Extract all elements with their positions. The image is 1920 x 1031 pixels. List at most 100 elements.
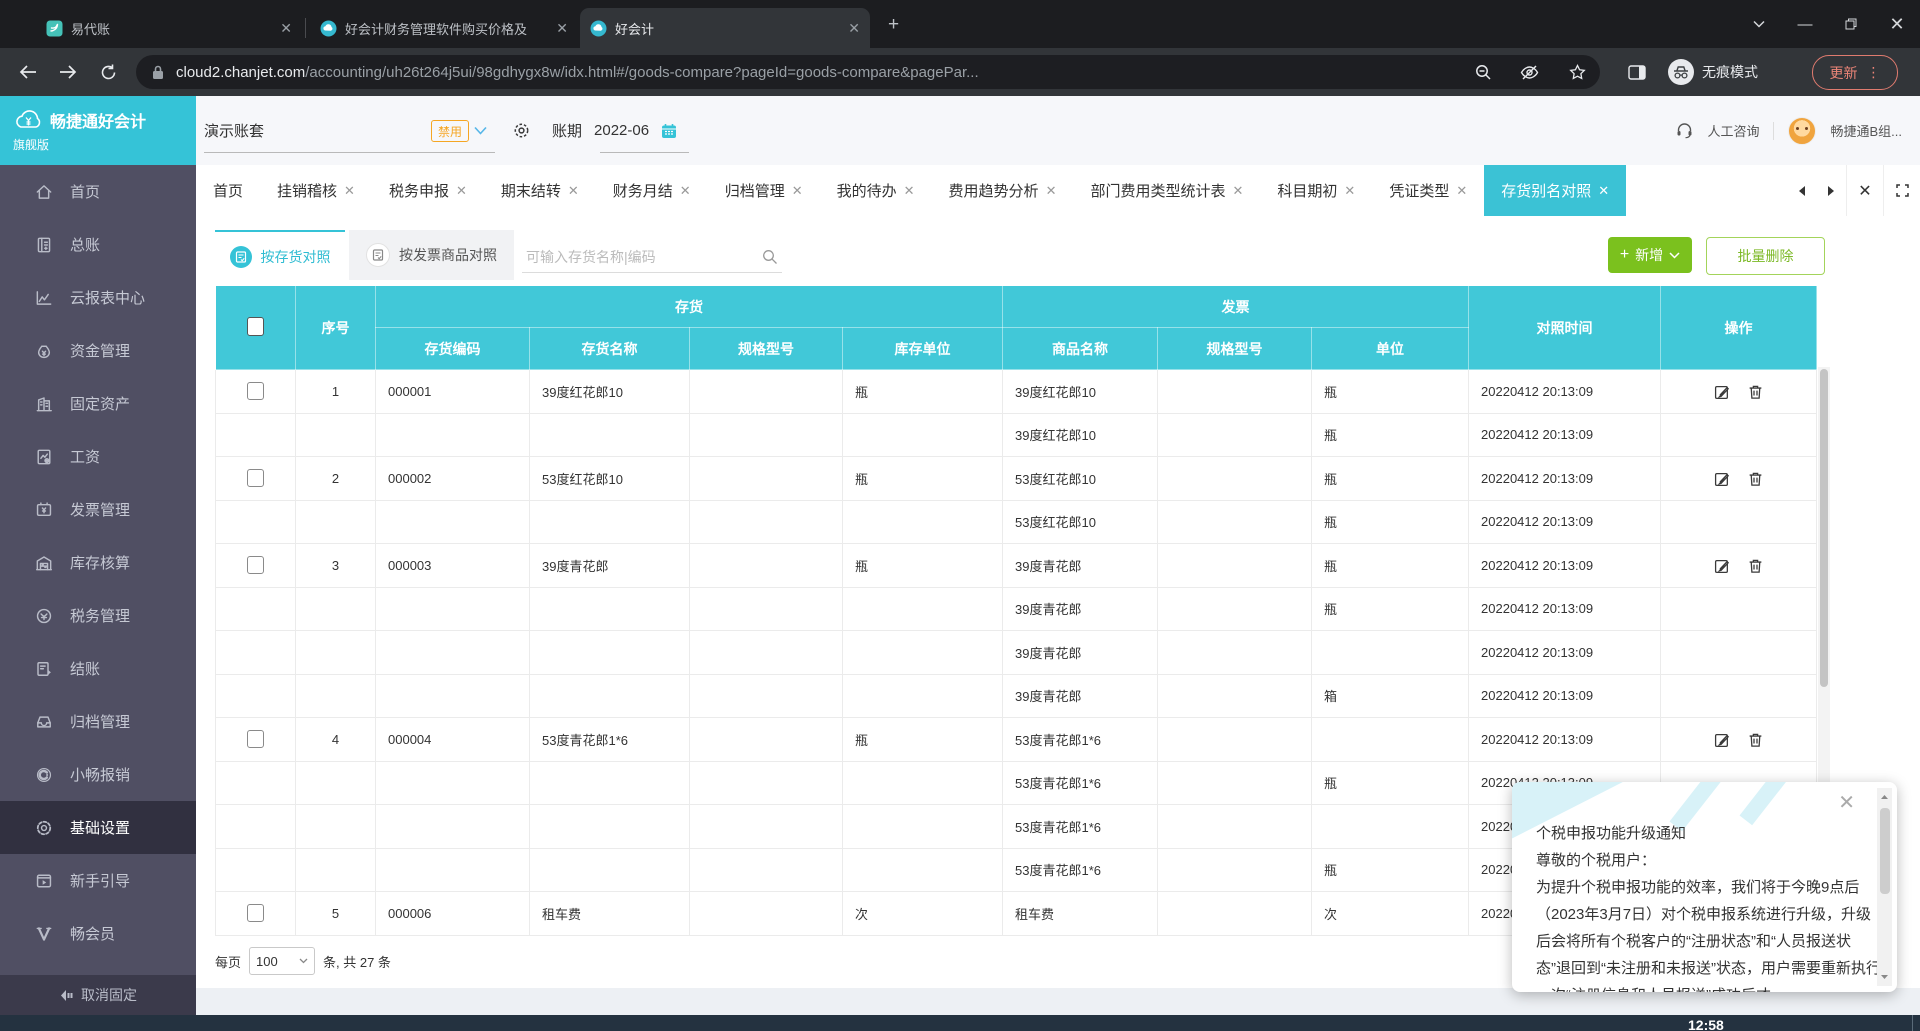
workspace-tab-close-icon[interactable]: ✕: [1598, 182, 1610, 198]
popup-scroll-thumb[interactable]: [1879, 808, 1890, 894]
select-all-checkbox[interactable]: [247, 316, 264, 336]
delete-icon[interactable]: [1748, 732, 1763, 748]
address-bar[interactable]: cloud2.chanjet.com/accounting/uh26t264j5…: [136, 55, 1600, 89]
popup-close-icon[interactable]: ✕: [1838, 792, 1855, 814]
delete-icon[interactable]: [1748, 471, 1763, 487]
fullscreen-icon[interactable]: [1883, 165, 1920, 216]
sidebar-item-invoice[interactable]: 发票管理: [0, 483, 196, 536]
forward-icon[interactable]: [54, 58, 82, 86]
edit-icon[interactable]: [1714, 732, 1730, 748]
edit-icon[interactable]: [1714, 471, 1730, 487]
sidebar-item-salary[interactable]: 工资: [0, 430, 196, 483]
add-button[interactable]: + 新增: [1608, 237, 1692, 273]
view-tab-by-invoice-goods[interactable]: 按发票商品对照: [349, 230, 514, 280]
workspace-tab[interactable]: 凭证类型 ✕: [1372, 165, 1484, 216]
row-checkbox[interactable]: [247, 730, 264, 749]
edit-icon[interactable]: [1714, 384, 1730, 400]
invoice-compare-icon: [366, 243, 390, 267]
workspace-tab[interactable]: 科目期初 ✕: [1260, 165, 1372, 216]
batch-delete-button[interactable]: 批量删除: [1706, 237, 1825, 275]
browser-tab-active[interactable]: 好会计 ✕: [580, 8, 870, 48]
tab-scroll-right-icon[interactable]: [1816, 165, 1846, 216]
user-name[interactable]: 畅捷通B组...: [1830, 124, 1902, 139]
eye-off-icon[interactable]: [1514, 57, 1544, 87]
tab-close-icon[interactable]: ✕: [280, 20, 292, 36]
settings-gear-icon[interactable]: [512, 121, 531, 140]
sidebar-item-home[interactable]: 首页: [0, 165, 196, 218]
workspace-tab[interactable]: 部门费用类型统计表 ✕: [1073, 165, 1260, 216]
workspace-tab[interactable]: 首页: [196, 165, 260, 216]
workspace-tab-close-icon[interactable]: ✕: [344, 182, 355, 198]
sidebar-item-member[interactable]: 畅会员: [0, 907, 196, 960]
sidebar-item-cloud-report[interactable]: 云报表中心: [0, 271, 196, 324]
workspace-tab-close-icon[interactable]: ✕: [1456, 182, 1468, 198]
account-switcher[interactable]: 演示账套: [204, 96, 264, 165]
sidebar-item-fixed-assets[interactable]: 固定资产: [0, 377, 196, 430]
user-avatar[interactable]: [1788, 116, 1817, 145]
delete-icon[interactable]: [1748, 558, 1763, 574]
sidebar-item-closing[interactable]: 结账: [0, 642, 196, 695]
close-all-tabs-icon[interactable]: ✕: [1846, 165, 1883, 216]
workspace-tab-close-icon[interactable]: ✕: [455, 182, 467, 198]
workspace-tab-close-icon[interactable]: ✕: [791, 182, 803, 198]
sidebar-item-guide[interactable]: 新手引导: [0, 854, 196, 907]
sidebar-item-funds[interactable]: 资金管理: [0, 324, 196, 377]
table-scroll-thumb[interactable]: [1820, 369, 1828, 687]
sidebar-item-ledger[interactable]: 总账: [0, 218, 196, 271]
search-input[interactable]: 可输入存货名称|编码: [522, 242, 782, 273]
tab-close-icon[interactable]: ✕: [556, 20, 568, 36]
sidebar-item-inventory[interactable]: 库存核算: [0, 536, 196, 589]
row-checkbox[interactable]: [247, 556, 264, 575]
row-checkbox[interactable]: [247, 469, 264, 488]
unpin-sidebar-button[interactable]: 取消固定: [0, 975, 196, 1015]
workspace-tab[interactable]: 期末结转 ✕: [484, 165, 596, 216]
back-icon[interactable]: [14, 58, 42, 86]
workspace-tab-close-icon[interactable]: ✕: [567, 182, 579, 198]
edit-icon[interactable]: [1714, 558, 1730, 574]
workspace-tab[interactable]: 财务月结 ✕: [596, 165, 708, 216]
tab-close-icon[interactable]: ✕: [848, 19, 860, 36]
sidebar-item-expense[interactable]: 小畅报销: [0, 748, 196, 801]
tab-search-chevron-icon[interactable]: [1736, 0, 1782, 48]
table-cell: [1157, 630, 1312, 675]
per-page-select[interactable]: 100: [249, 947, 316, 975]
workspace-tab-close-icon[interactable]: ✕: [679, 182, 691, 198]
workspace-tab-close-icon[interactable]: ✕: [903, 182, 915, 198]
period-selector[interactable]: 账期 2022-06: [552, 96, 677, 165]
browser-tab-2[interactable]: 好会计财务管理软件购买价格及 ✕: [310, 9, 578, 48]
row-checkbox[interactable]: [247, 382, 264, 401]
workspace-tab[interactable]: 挂销稽核 ✕: [260, 165, 372, 216]
workspace-tab[interactable]: 存货别名对照 ✕: [1484, 165, 1627, 216]
support-link[interactable]: 人工咨询: [1707, 124, 1760, 139]
view-tab-by-inventory[interactable]: 按存货对照: [215, 230, 345, 282]
new-tab-button[interactable]: +: [888, 14, 900, 35]
bookmark-star-icon[interactable]: [1562, 57, 1592, 87]
workspace-tab-close-icon[interactable]: ✕: [1232, 182, 1244, 198]
popup-scrollbar[interactable]: [1877, 788, 1892, 986]
tab-scroll-left-icon[interactable]: [1786, 165, 1816, 216]
popup-scroll-up-icon[interactable]: [1880, 793, 1889, 801]
workspace-tab-close-icon[interactable]: ✕: [1045, 182, 1057, 198]
workspace-tab[interactable]: 费用趋势分析 ✕: [932, 165, 1074, 216]
sidebar-item-tax[interactable]: 税务管理: [0, 589, 196, 642]
side-panel-icon[interactable]: [1622, 57, 1652, 87]
popup-scroll-down-icon[interactable]: [1880, 973, 1889, 981]
row-checkbox[interactable]: [247, 904, 264, 923]
reload-icon[interactable]: [94, 58, 122, 86]
sidebar-item-settings[interactable]: 基础设置: [0, 801, 196, 854]
browser-tab-1[interactable]: 易代账 ✕: [36, 9, 302, 48]
close-window-button[interactable]: ✕: [1889, 13, 1905, 34]
delete-icon[interactable]: [1748, 384, 1763, 400]
workspace-tab-close-icon[interactable]: ✕: [1344, 182, 1356, 198]
update-button[interactable]: 更新 ⋮: [1812, 55, 1898, 90]
salary-icon: [34, 447, 54, 467]
account-chevron-icon[interactable]: [474, 126, 487, 135]
workspace-tab[interactable]: 我的待办 ✕: [820, 165, 932, 216]
minimize-button[interactable]: —: [1797, 15, 1813, 33]
search-icon[interactable]: [762, 249, 782, 265]
workspace-tab[interactable]: 归档管理 ✕: [708, 165, 820, 216]
sidebar-item-archive[interactable]: 归档管理: [0, 695, 196, 748]
zoom-out-icon[interactable]: [1468, 57, 1498, 87]
workspace-tab[interactable]: 税务申报 ✕: [372, 165, 484, 216]
restore-button[interactable]: [1828, 0, 1874, 48]
